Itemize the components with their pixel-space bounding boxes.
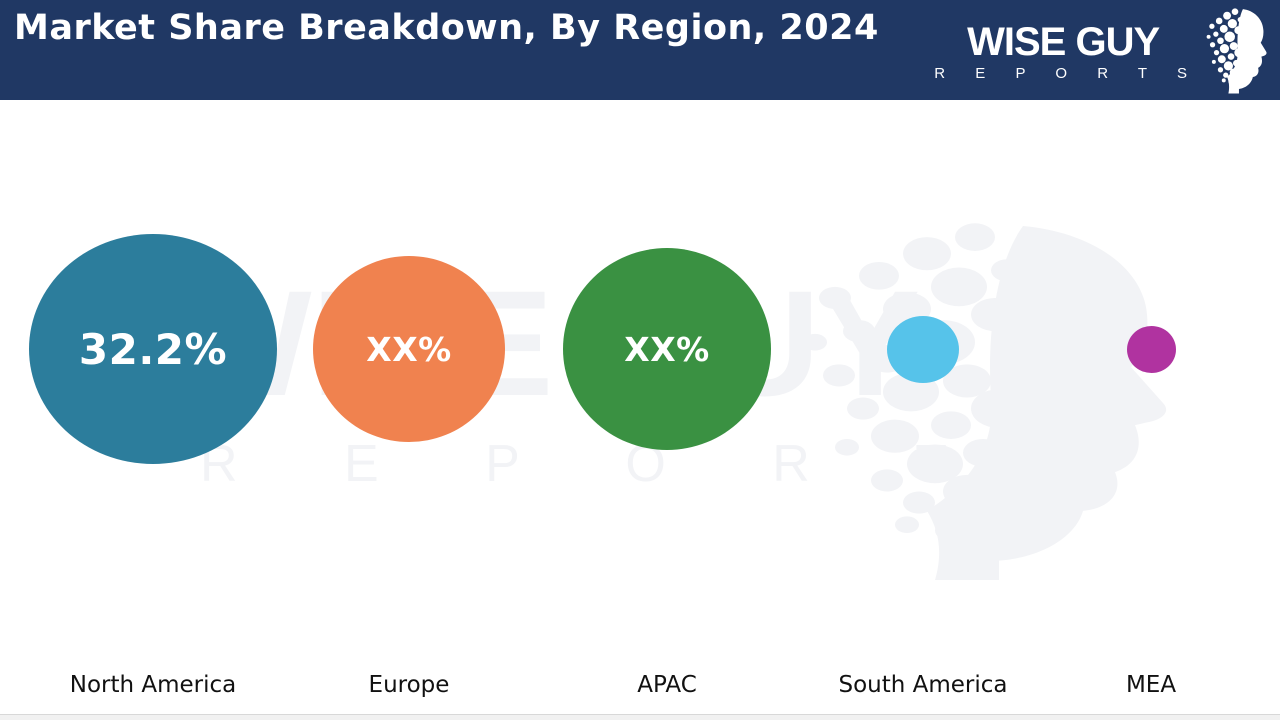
brand-subtitle: R E P O R T S xyxy=(934,65,1200,82)
bubble-value-label: 32.2% xyxy=(78,324,228,374)
header-bar: Market Share Breakdown, By Region, 2024 … xyxy=(0,0,1280,100)
brand-logo: WISE GUY R E P O R T S xyxy=(926,6,1268,94)
watermark-head-icon xyxy=(775,215,1175,580)
watermark-brand-text: WISE GUY xyxy=(170,259,921,427)
bubble-south-america xyxy=(887,315,959,383)
bubble-europe: XX% xyxy=(313,256,505,442)
bubble-north-america: 32.2% xyxy=(29,234,277,464)
category-label-apac: APAC xyxy=(637,672,697,698)
bubble-mea xyxy=(1126,325,1176,373)
brand-logo-text: WISE GUY R E P O R T S xyxy=(926,22,1200,82)
category-label-mea: MEA xyxy=(1125,672,1177,698)
bubble-value-label: XX% xyxy=(366,329,452,369)
wiseguy-head-icon xyxy=(1202,6,1268,94)
category-label-north-america: North America xyxy=(69,672,237,698)
bubble-value-label: XX% xyxy=(624,329,710,369)
page-title: Market Share Breakdown, By Region, 2024 xyxy=(14,8,879,48)
category-label-europe: Europe xyxy=(368,672,450,698)
bubble-apac: XX% xyxy=(563,248,771,450)
brand-name: WISE GUY xyxy=(967,20,1160,64)
bottom-divider xyxy=(0,714,1280,720)
category-label-south-america: South America xyxy=(838,672,1008,698)
